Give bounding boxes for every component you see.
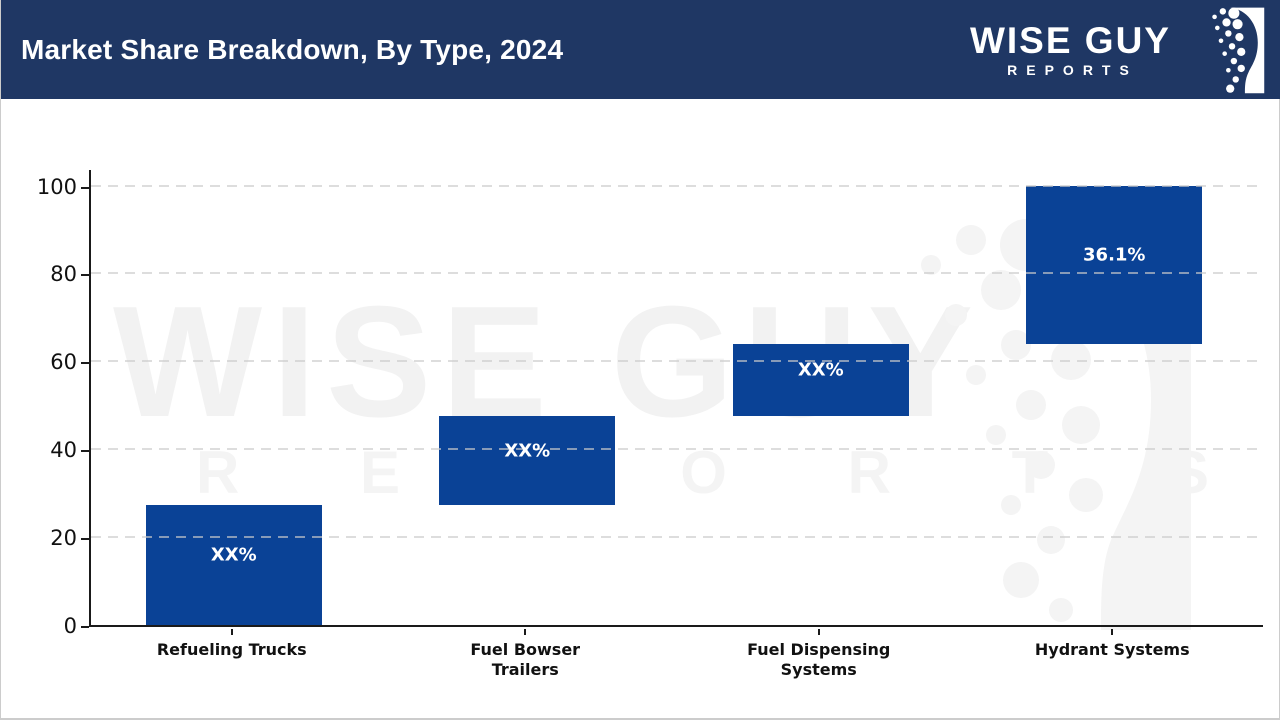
bar-value-label: XX% (797, 359, 844, 381)
y-axis-tick-mark (81, 626, 89, 628)
brand-logo: WISE GUY REPORTS (970, 4, 1267, 96)
y-axis-tick-mark (81, 362, 89, 365)
y-axis-tick-label: 100 (36, 174, 77, 199)
x-axis-tick-mark (817, 629, 820, 635)
logo-face-icon (1212, 7, 1265, 93)
brand-name: WISE GUY (969, 19, 1171, 61)
y-axis-tick-mark (81, 538, 89, 541)
x-axis-category-label: Fuel Dispensing Systems (747, 640, 891, 679)
y-axis-tick-label: 40 (50, 438, 77, 463)
bar-value-label: XX% (210, 544, 257, 566)
bar-value-label: 36.1% (1083, 244, 1146, 266)
page-title: Market Share Breakdown, By Type, 2024 (21, 33, 564, 65)
brand-subtitle: REPORTS (1007, 61, 1138, 78)
x-axis-tick-mark (230, 629, 233, 635)
y-axis-tick-mark (81, 450, 89, 453)
x-axis-tick-mark (524, 629, 527, 635)
y-gridline (91, 448, 1263, 451)
y-axis-tick-label: 0 (63, 614, 77, 638)
y-axis-tick-mark (81, 274, 89, 277)
x-axis-category-label: Fuel Bowser Trailers (470, 640, 581, 679)
y-gridline (91, 184, 1263, 187)
y-gridline (91, 272, 1263, 275)
y-axis-tick-label: 80 (50, 262, 77, 287)
waterfall-bar (732, 344, 909, 416)
bar-value-label: XX% (504, 440, 551, 462)
x-axis-category-label: Refueling Trucks (156, 640, 307, 659)
x-axis-tick-mark (1111, 629, 1114, 635)
y-axis-tick-label: 20 (50, 526, 77, 551)
waterfall-bar (145, 505, 322, 625)
y-axis-tick-label: 60 (50, 350, 77, 375)
y-axis-tick-mark (81, 186, 89, 189)
waterfall-bar (439, 415, 616, 506)
y-gridline (91, 360, 1263, 363)
x-axis-category-label: Hydrant Systems (1034, 640, 1190, 659)
brand-logo-text: WISE GUY REPORTS (969, 19, 1171, 78)
header-bar: Market Share Breakdown, By Type, 2024 WI… (1, 0, 1280, 99)
plot-area: XX% XX% XX% 36.1% (89, 170, 1263, 627)
y-gridline (91, 536, 1263, 539)
